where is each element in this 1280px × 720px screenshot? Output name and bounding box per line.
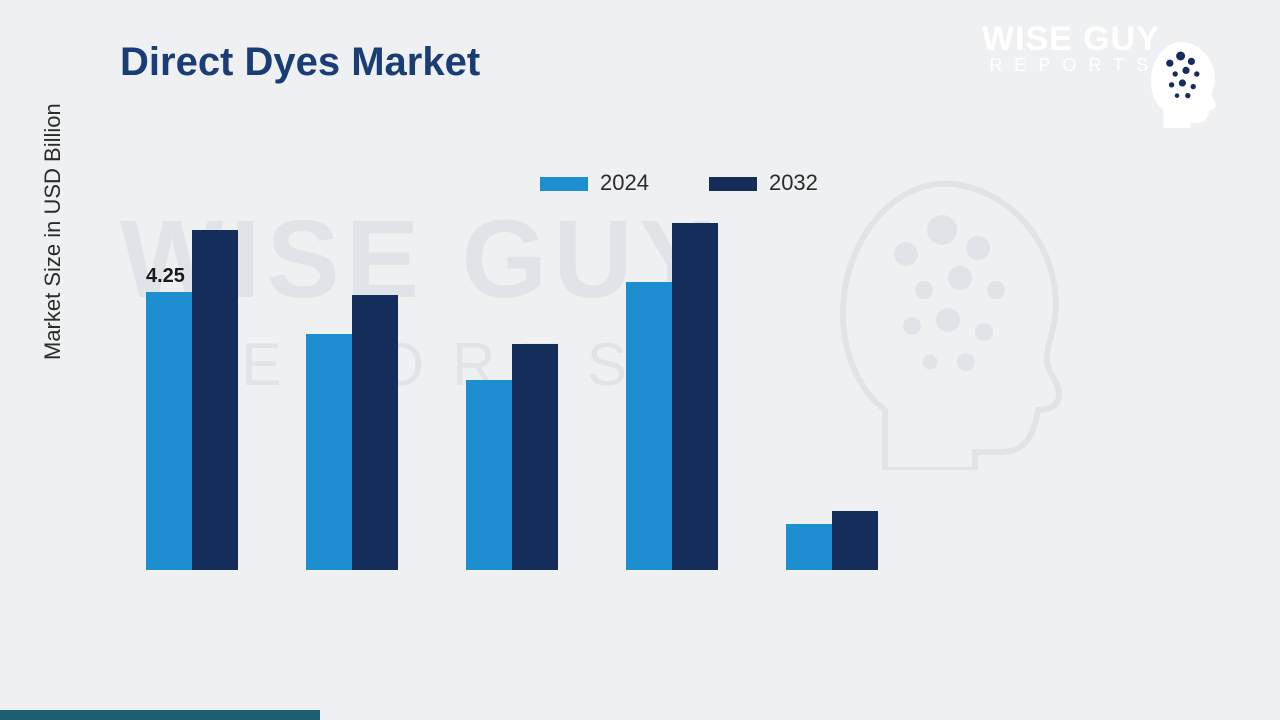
logo-head-icon: [1132, 38, 1222, 128]
legend-item: 2024: [540, 170, 649, 196]
legend-swatch: [709, 177, 757, 191]
bar: [146, 292, 192, 570]
chart-title: Direct Dyes Market: [120, 40, 480, 85]
bar: [192, 230, 238, 570]
bar: [512, 344, 558, 570]
legend-label: 2024: [600, 170, 649, 195]
bottom-strip: [0, 710, 320, 720]
legend-label: 2032: [769, 170, 818, 195]
bar: [786, 524, 832, 570]
bar: [626, 282, 672, 570]
bar: [352, 295, 398, 570]
bar: [306, 334, 352, 570]
bar: [672, 223, 718, 570]
bar: [832, 511, 878, 570]
legend: 2024 2032: [540, 170, 818, 196]
y-axis-label: Market Size in USD Billion: [40, 103, 66, 360]
plot-area: NORTHAMERICAEUROPESOUTHAMERICAASIAPACIFI…: [120, 210, 890, 570]
chart-card: WISE GUY REPORTS Direct Dyes Market Mark…: [0, 0, 1280, 720]
brand-logo: WISE GUY REPORTS: [982, 20, 1250, 76]
legend-swatch: [540, 177, 588, 191]
legend-item: 2032: [709, 170, 818, 196]
value-label: 4.25: [146, 265, 185, 288]
bar: [466, 380, 512, 570]
